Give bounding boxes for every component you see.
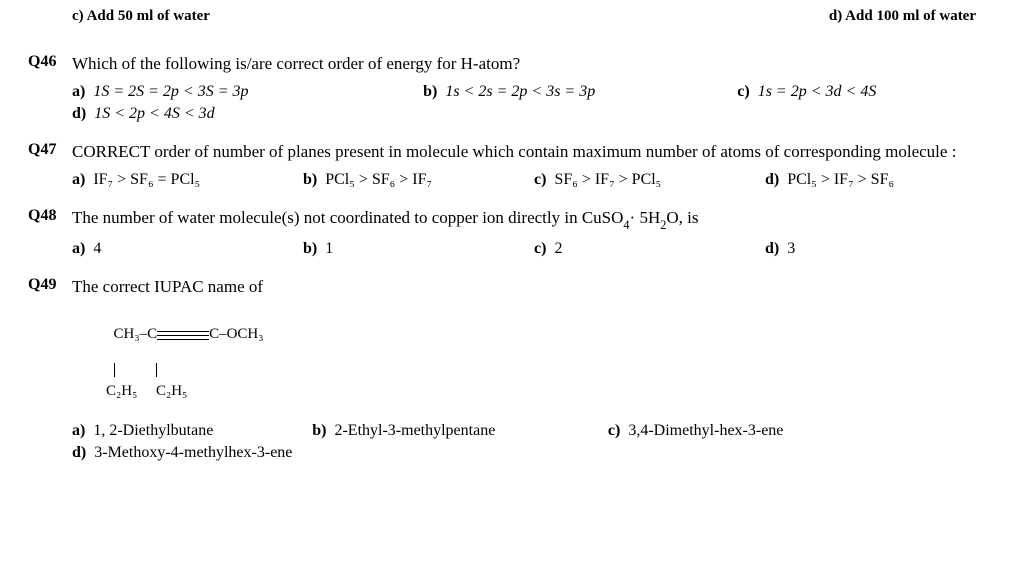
- q48-stem-b: · 5H: [630, 208, 661, 227]
- q49-structure: CH₃–C C–OCH₃ C₂H₅ C₂H₅: [76, 307, 263, 401]
- option-key: b): [303, 171, 317, 189]
- option-text: 1S = 2S = 2p < 3S = 3p: [93, 83, 248, 101]
- option-key: d): [765, 171, 779, 189]
- option-key: a): [72, 240, 85, 258]
- option-key: d): [72, 444, 86, 462]
- q48-stem: The number of water molecule(s) not coor…: [72, 207, 996, 232]
- option-key: b): [423, 83, 437, 101]
- question-49: Q49 The correct IUPAC name of CH₃–C C–OCH…: [28, 276, 996, 462]
- option-text: SF₆ > IF₇ > PCl₅: [554, 171, 661, 189]
- q48-number: Q48: [28, 207, 72, 258]
- q49-option-d: d) 3-Methoxy-4-methylhex-3-ene: [72, 444, 442, 462]
- q47-option-b: b) PCl₅ > SF₆ > IF₇: [303, 171, 534, 189]
- formula-l3b: C₂H₅: [156, 383, 187, 399]
- option-text: 3: [787, 240, 795, 258]
- q46-stem: Which of the following is/are correct or…: [72, 53, 996, 75]
- option-key: d): [72, 105, 86, 123]
- option-text: 1s < 2s = 2p < 3s = 3p: [445, 83, 595, 101]
- option-key: c): [534, 171, 546, 189]
- option-text: 1: [325, 240, 333, 258]
- question-48: Q48 The number of water molecule(s) not …: [28, 207, 996, 258]
- q47-number: Q47: [28, 141, 72, 189]
- option-text: 1, 2-Diethylbutane: [93, 422, 213, 440]
- q46-option-b: b) 1s < 2s = 2p < 3s = 3p: [423, 83, 737, 101]
- option-text: 3-Methoxy-4-methylhex-3-ene: [94, 444, 292, 462]
- q47-option-a: a) IF₇ > SF₆ = PCl₅: [72, 171, 303, 189]
- option-key: a): [72, 422, 85, 440]
- option-key: d): [765, 240, 779, 258]
- option-text: 1S < 2p < 4S < 3d: [94, 105, 214, 123]
- q46-number: Q46: [28, 53, 72, 123]
- q48-option-d: d) 3: [765, 240, 996, 258]
- q49-option-b: b) 2-Ethyl-3-methylpentane: [312, 422, 608, 440]
- formula-l1b: C–OCH₃: [209, 326, 263, 342]
- q48-option-b: b) 1: [303, 240, 534, 258]
- option-text: PCl₅ > IF₇ > SF₆: [787, 171, 894, 189]
- q49-option-c: c) 3,4-Dimethyl-hex-3-ene: [608, 422, 867, 440]
- option-key: a): [72, 83, 85, 101]
- top-right-option: d) Add 100 ml of water: [829, 8, 976, 25]
- formula-l3a: C₂H₅: [106, 383, 137, 399]
- option-key: b): [312, 422, 326, 440]
- option-text: 2-Ethyl-3-methylpentane: [334, 422, 495, 440]
- option-text: 1s = 2p < 3d < 4S: [758, 83, 877, 101]
- page: c) Add 50 ml of water d) Add 100 ml of w…: [0, 0, 1024, 462]
- option-key: a): [72, 171, 85, 189]
- q48-option-c: c) 2: [534, 240, 765, 258]
- q49-number: Q49: [28, 276, 72, 462]
- q48-stem-a: The number of water molecule(s) not coor…: [72, 208, 623, 227]
- top-cut-row: c) Add 50 ml of water d) Add 100 ml of w…: [28, 8, 996, 35]
- top-left-option: c) Add 50 ml of water: [72, 8, 210, 25]
- q46-option-a: a) 1S = 2S = 2p < 3S = 3p: [72, 83, 423, 101]
- option-key: b): [303, 240, 317, 258]
- q46-option-d: d) 1S < 2p < 4S < 3d: [72, 105, 423, 123]
- option-key: c): [608, 422, 620, 440]
- option-text: 4: [93, 240, 101, 258]
- option-key: c): [737, 83, 749, 101]
- q47-stem: CORRECT order of number of planes presen…: [72, 141, 996, 163]
- option-text: 3,4-Dimethyl-hex-3-ene: [628, 422, 783, 440]
- q49-option-a: a) 1, 2-Diethylbutane: [72, 422, 312, 440]
- option-text: IF₇ > SF₆ = PCl₅: [93, 171, 200, 189]
- q48-option-a: a) 4: [72, 240, 303, 258]
- question-47: Q47 CORRECT order of number of planes pr…: [28, 141, 996, 189]
- question-46: Q46 Which of the following is/are correc…: [28, 53, 996, 123]
- q46-option-c: c) 1s = 2p < 3d < 4S: [737, 83, 996, 101]
- formula-l1a: CH₃–C: [114, 326, 158, 342]
- option-key: c): [534, 240, 546, 258]
- q49-stem: The correct IUPAC name of: [72, 276, 996, 298]
- option-text: 2: [554, 240, 562, 258]
- q48-stem-c: O, is: [666, 208, 698, 227]
- q47-option-c: c) SF₆ > IF₇ > PCl₅: [534, 171, 765, 189]
- q47-option-d: d) PCl₅ > IF₇ > SF₆: [765, 171, 996, 189]
- option-text: PCl₅ > SF₆ > IF₇: [325, 171, 432, 189]
